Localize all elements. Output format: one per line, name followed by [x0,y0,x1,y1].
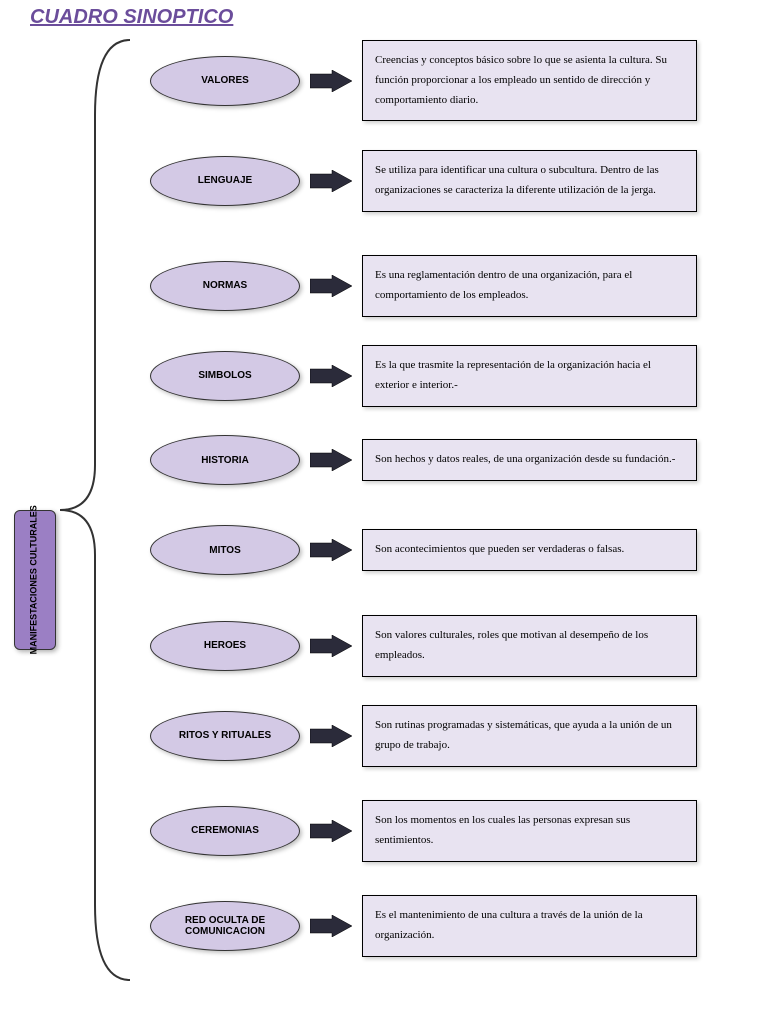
description-box: Son rutinas programadas y sistemáticas, … [362,705,697,767]
description-box: Son los momentos en los cuales las perso… [362,800,697,862]
description-box: Es la que trasmite la representación de … [362,345,697,407]
concept-row: RED OCULTA DE COMUNICACION Es el mantenim… [150,895,697,957]
description-box: Son acontecimientos que pueden ser verda… [362,529,697,571]
concept-ellipse: HEROES [150,621,300,671]
arrow-icon [310,170,352,192]
description-box: Es una reglamentación dentro de una orga… [362,255,697,317]
description-box: Son valores culturales, roles que motiva… [362,615,697,677]
arrow-icon [310,539,352,561]
concept-ellipse: MITOS [150,525,300,575]
concept-ellipse: LENGUAJE [150,156,300,206]
arrow-icon [310,635,352,657]
page-title: CUADRO SINOPTICO [30,6,233,29]
main-category-box: MANIFESTACIONES CULTURALES [14,510,56,650]
concept-ellipse: RED OCULTA DE COMUNICACION [150,901,300,951]
concept-row: LENGUAJE Se utiliza para identificar una … [150,150,697,212]
concept-row: NORMAS Es una reglamentación dentro de un… [150,255,697,317]
concept-row: SIMBOLOS Es la que trasmite la representa… [150,345,697,407]
main-category-label: MANIFESTACIONES CULTURALES [29,505,41,654]
description-box: Son hechos y datos reales, de una organi… [362,439,697,481]
arrow-icon [310,449,352,471]
concept-ellipse: SIMBOLOS [150,351,300,401]
concept-ellipse: HISTORIA [150,435,300,485]
description-box: Se utiliza para identificar una cultura … [362,150,697,212]
concept-ellipse: RITOS Y RITUALES [150,711,300,761]
arrow-icon [310,275,352,297]
arrow-icon [310,365,352,387]
concept-ellipse: VALORES [150,56,300,106]
concept-ellipse: CEREMONIAS [150,806,300,856]
description-box: Es el mantenimiento de una cultura a tra… [362,895,697,957]
arrow-icon [310,820,352,842]
concept-row: HEROES Son valores culturales, roles que … [150,615,697,677]
concept-row: CEREMONIAS Son los momentos en los cuales… [150,800,697,862]
arrow-icon [310,725,352,747]
concept-ellipse: NORMAS [150,261,300,311]
arrow-icon [310,70,352,92]
concept-row: HISTORIA Son hechos y datos reales, de un… [150,435,697,485]
concept-row: VALORES Creencias y conceptos básico sobr… [150,40,697,121]
description-box: Creencias y conceptos básico sobre lo qu… [362,40,697,121]
arrow-icon [310,915,352,937]
brace-connector [55,35,135,985]
concept-row: RITOS Y RITUALES Son rutinas programadas … [150,705,697,767]
concept-row: MITOS Son acontecimientos que pueden ser … [150,525,697,575]
